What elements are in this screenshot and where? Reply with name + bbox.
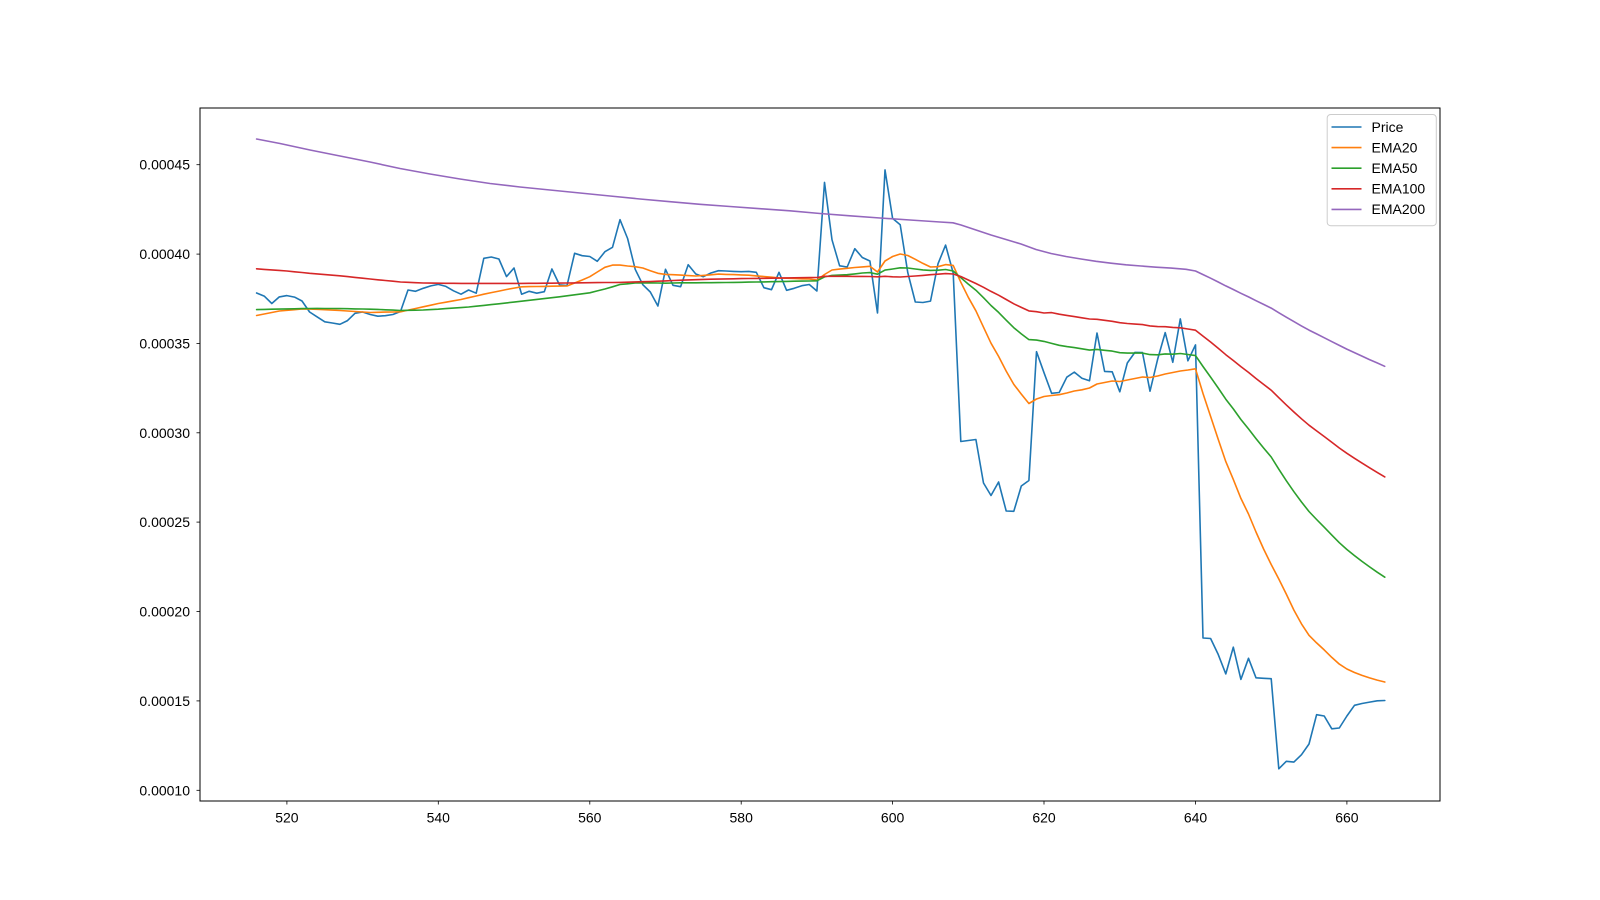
svg-text:560: 560 xyxy=(578,810,602,826)
svg-text:640: 640 xyxy=(1184,810,1208,826)
svg-text:0.00045: 0.00045 xyxy=(139,157,190,173)
svg-text:600: 600 xyxy=(881,810,905,826)
svg-text:EMA200: EMA200 xyxy=(1372,201,1426,217)
svg-text:0.00010: 0.00010 xyxy=(139,782,190,798)
svg-text:520: 520 xyxy=(275,810,299,826)
svg-text:660: 660 xyxy=(1335,810,1359,826)
svg-text:620: 620 xyxy=(1032,810,1056,826)
svg-text:0.00030: 0.00030 xyxy=(139,425,190,441)
svg-text:Price: Price xyxy=(1372,119,1404,135)
svg-text:0.00040: 0.00040 xyxy=(139,246,190,262)
svg-text:0.00020: 0.00020 xyxy=(139,604,190,620)
svg-text:EMA20: EMA20 xyxy=(1372,139,1418,155)
svg-text:580: 580 xyxy=(730,810,754,826)
svg-text:EMA50: EMA50 xyxy=(1372,160,1418,176)
svg-text:0.00025: 0.00025 xyxy=(139,514,190,530)
svg-text:0.00015: 0.00015 xyxy=(139,693,190,709)
svg-text:0.00035: 0.00035 xyxy=(139,335,190,351)
svg-text:540: 540 xyxy=(427,810,451,826)
svg-text:EMA100: EMA100 xyxy=(1372,181,1426,197)
